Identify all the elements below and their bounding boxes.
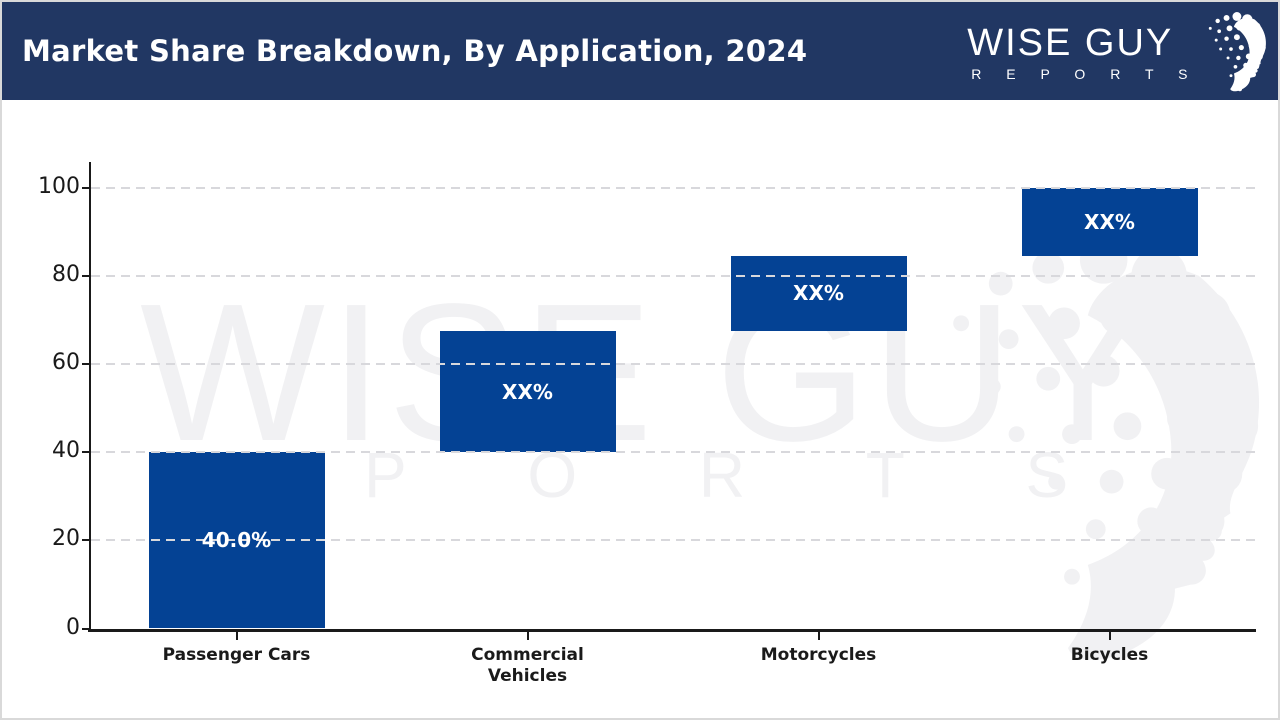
bar-commercial-vehicles	[439, 330, 616, 453]
y-tick	[82, 363, 89, 366]
header-band: Market Share Breakdown, By Application, …	[2, 2, 1278, 100]
chart-area: WISE GUY P O R T S 0 20 40 60 80 100 40.0% Pass…	[2, 100, 1278, 718]
logo-head-icon	[1208, 12, 1266, 92]
y-tick-label: 40	[52, 438, 80, 464]
x-category-label: Motorcycles	[760, 644, 877, 665]
page-title: Market Share Breakdown, By Application, …	[22, 34, 808, 68]
bar-value-label: XX%	[1084, 210, 1135, 235]
watermark-head-icon	[953, 236, 1260, 661]
bar-value-label: XX%	[502, 379, 553, 404]
gridline	[91, 451, 1255, 454]
logo-text: WISE GUY R E P O R T S	[967, 23, 1198, 82]
bar-value-label: XX%	[793, 281, 844, 306]
x-tick	[817, 631, 820, 640]
gridline	[91, 363, 1255, 366]
logo-subtitle: R E P O R T S	[971, 65, 1198, 82]
wiseguy-logo: WISE GUY R E P O R T S	[967, 8, 1268, 96]
x-category-label: Bicycles	[1070, 644, 1149, 665]
y-tick	[82, 187, 89, 189]
bar-value-label: 40.0%	[201, 528, 272, 553]
x-category-label: Commercial Vehicles	[471, 644, 584, 686]
y-tick	[82, 627, 89, 630]
y-tick	[82, 539, 89, 542]
y-tick	[82, 451, 89, 454]
x-tick	[526, 631, 529, 640]
y-tick	[82, 275, 89, 278]
y-tick-label: 0	[66, 614, 80, 640]
gridline	[91, 539, 1255, 542]
x-tick	[1108, 631, 1111, 640]
x-axis-line	[88, 628, 1256, 632]
bar-motorcycles	[730, 256, 907, 331]
y-axis-line	[89, 161, 91, 632]
x-tick	[235, 631, 238, 640]
x-category-label: Passenger Cars	[162, 644, 311, 665]
gridline	[91, 187, 1255, 189]
y-tick-label: 60	[52, 350, 80, 376]
gridline	[91, 275, 1255, 278]
y-tick-label: 100	[38, 174, 80, 199]
y-tick-label: 80	[52, 262, 80, 288]
logo-wordmark: WISE GUY	[967, 21, 1174, 64]
y-tick-label: 20	[52, 526, 80, 552]
